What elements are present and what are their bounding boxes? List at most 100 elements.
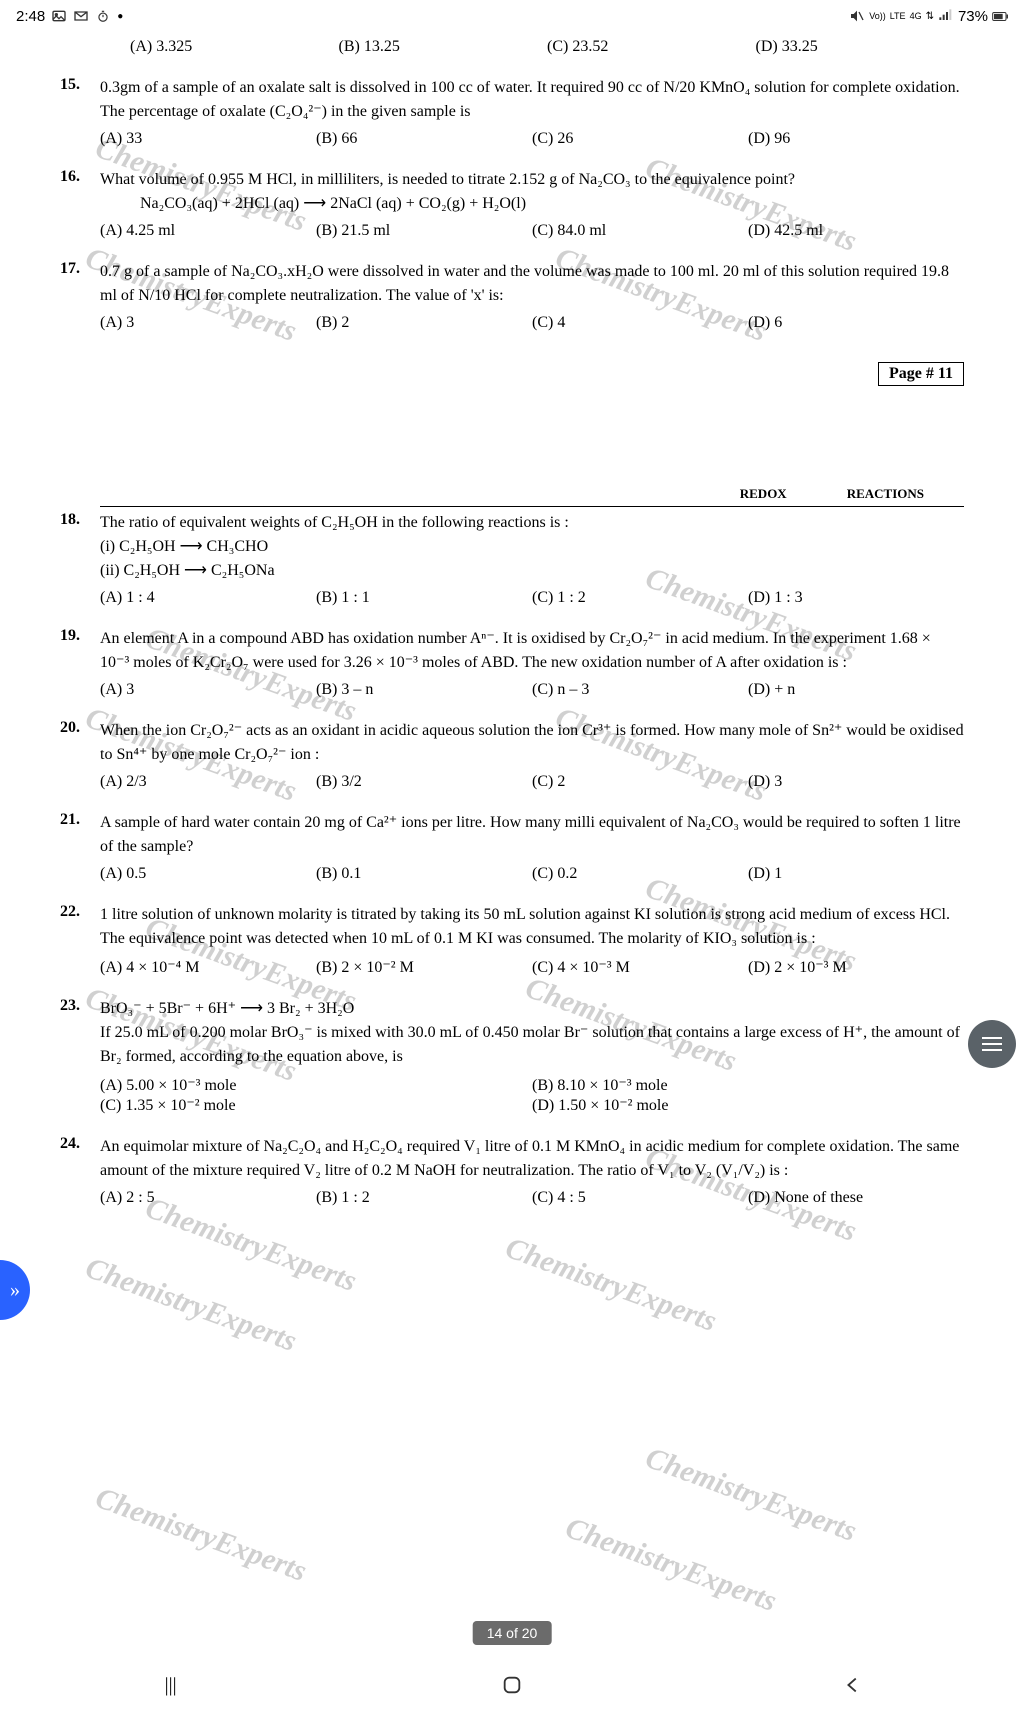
opt-c: (C) n – 3 [532,681,748,699]
opt-b: (B) 3/2 [316,773,532,791]
opt-c: (C) 2 [532,773,748,791]
q-equation: BrO₃⁻ + 5Br⁻ + 6H⁺ ⟶ 3 Br₂ + 3H₂O [100,997,964,1021]
question-24: 24. An equimolar mixture of Na₂C₂O₄ and … [100,1135,964,1207]
q-text: 1 litre solution of unknown molarity is … [100,903,964,951]
opt-d: (D) None of these [748,1189,964,1207]
dot-icon: ● [117,11,123,22]
q-text: 0.7 g of a sample of Na₂CO₃.xH₂O were di… [100,260,964,308]
opt-b: (B) 21.5 ml [316,222,532,240]
arrows-icon: ⇅ [926,11,934,22]
opt-a: (A) 3.325 [130,38,339,56]
watermark: ChemistryExperts [81,1251,301,1359]
question-22: 22. 1 litre solution of unknown molarity… [100,903,964,977]
options: (A) 3 (B) 2 (C) 4 (D) 6 [100,314,964,332]
opt-a: (A) 0.5 [100,865,316,883]
document-content: ChemistryExperts ChemistryExperts Chemis… [0,38,1024,1207]
menu-fab[interactable] [968,1020,1016,1068]
status-lte: LTE [890,11,906,21]
home-button[interactable] [500,1673,524,1697]
q-num: 24. [60,1135,80,1153]
opt-b: (B) 1 : 2 [316,1189,532,1207]
question-15: 15. 0.3gm of a sample of an oxalate salt… [100,76,964,148]
options: (A) 4 × 10⁻⁴ M (B) 2 × 10⁻² M (C) 4 × 10… [100,957,964,977]
q-text: An element A in a compound ABD has oxida… [100,627,964,675]
opt-b: (B) 2 [316,314,532,332]
back-button[interactable] [841,1673,865,1697]
options: (A) 5.00 × 10⁻³ mole (B) 8.10 × 10⁻³ mol… [100,1075,964,1115]
opt-b: (B) 13.25 [339,38,548,56]
page-number-box: Page # 11 [878,362,964,386]
options: (A) 0.5 (B) 0.1 (C) 0.2 (D) 1 [100,865,964,883]
q-text: 0.3gm of a sample of an oxalate salt is … [100,76,964,124]
question-21: 21. A sample of hard water contain 20 mg… [100,811,964,883]
recent-icon: ||| [165,1674,177,1697]
watermark: ChemistryExperts [141,1191,361,1299]
mute-icon [849,8,865,24]
status-network: 4G [910,11,922,21]
section-header: REDOX REACTIONS [100,486,964,502]
question-19: 19. An element A in a compound ABD has o… [100,627,964,699]
options: (A) 1 : 4 (B) 1 : 1 (C) 1 : 2 (D) 1 : 3 [100,589,964,607]
opt-c: (C) 84.0 ml [532,222,748,240]
signal-icon [938,8,954,24]
opt-a: (A) 2/3 [100,773,316,791]
recent-apps-button[interactable]: ||| [159,1673,183,1697]
status-right: Vo)) LTE 4G ⇅ 73% [849,8,1008,25]
mail-icon [73,8,89,24]
side-nav-tab[interactable]: » [0,1260,30,1320]
opt-a: (A) 5.00 × 10⁻³ mole [100,1075,532,1095]
opt-b: (B) 1 : 1 [316,589,532,607]
opt-b: (B) 2 × 10⁻² M [316,957,532,977]
q-num: 23. [60,997,80,1015]
image-icon [51,8,67,24]
opt-a: (A) 2 : 5 [100,1189,316,1207]
chevron-right-icon: » [10,1279,20,1302]
q-equation: Na₂CO₃(aq) + 2HCl (aq) ⟶ 2NaCl (aq) + CO… [140,192,964,216]
hamburger-icon [982,1037,1002,1051]
back-icon [842,1674,864,1696]
opt-d: (D) 96 [748,130,964,148]
q-text: What volume of 0.955 M HCl, in millilite… [100,168,964,192]
opt-d: (D) 42.5 ml [748,222,964,240]
question-20: 20. When the ion Cr₂O₇²⁻ acts as an oxid… [100,719,964,791]
options: (A) 33 (B) 66 (C) 26 (D) 96 [100,130,964,148]
watermark: ChemistryExperts [91,1481,311,1589]
q-num: 16. [60,168,80,186]
opt-c: (C) 4 [532,314,748,332]
status-vo: Vo)) [869,11,886,21]
q-num: 18. [60,511,80,529]
opt-b: (B) 8.10 × 10⁻³ mole [532,1075,964,1095]
q-reaction-1: (i) C₂H₅OH ⟶ CH₃CHO [100,535,964,559]
opt-d: (D) 2 × 10⁻³ M [748,957,964,977]
opt-c: (C) 0.2 [532,865,748,883]
opt-c: (C) 1 : 2 [532,589,748,607]
status-bar: 2:48 ● Vo)) LTE 4G ⇅ 73% [0,0,1024,32]
section-redox: REDOX [740,486,787,502]
question-18: 18. The ratio of equivalent weights of C… [100,511,964,607]
q-num: 21. [60,811,80,829]
watermark: ChemistryExperts [641,1441,861,1549]
opt-d: (D) 1 [748,865,964,883]
question-17: 17. 0.7 g of a sample of Na₂CO₃.xH₂O wer… [100,260,964,332]
q-text: If 25.0 mL of 0.200 molar BrO₃⁻ is mixed… [100,1021,964,1069]
opt-d: (D) + n [748,681,964,699]
opt-a: (A) 3 [100,314,316,332]
opt-d: (D) 3 [748,773,964,791]
page-indicator: 14 of 20 [473,1621,552,1645]
q-text: When the ion Cr₂O₇²⁻ acts as an oxidant … [100,719,964,767]
watermark: ChemistryExperts [501,1231,721,1339]
opt-b: (B) 0.1 [316,865,532,883]
divider [100,506,964,507]
opt-c: (C) 1.35 × 10⁻² mole [100,1095,532,1115]
home-icon [501,1674,523,1696]
opt-a: (A) 4 × 10⁻⁴ M [100,957,316,977]
q-num: 17. [60,260,80,278]
opt-a: (A) 3 [100,681,316,699]
opt-a: (A) 1 : 4 [100,589,316,607]
options: (A) 3 (B) 3 – n (C) n – 3 (D) + n [100,681,964,699]
options: (A) 4.25 ml (B) 21.5 ml (C) 84.0 ml (D) … [100,222,964,240]
opt-d: (D) 1 : 3 [748,589,964,607]
opt-a: (A) 33 [100,130,316,148]
opt-d: (D) 1.50 × 10⁻² mole [532,1095,964,1115]
status-battery: 73% [958,8,988,25]
